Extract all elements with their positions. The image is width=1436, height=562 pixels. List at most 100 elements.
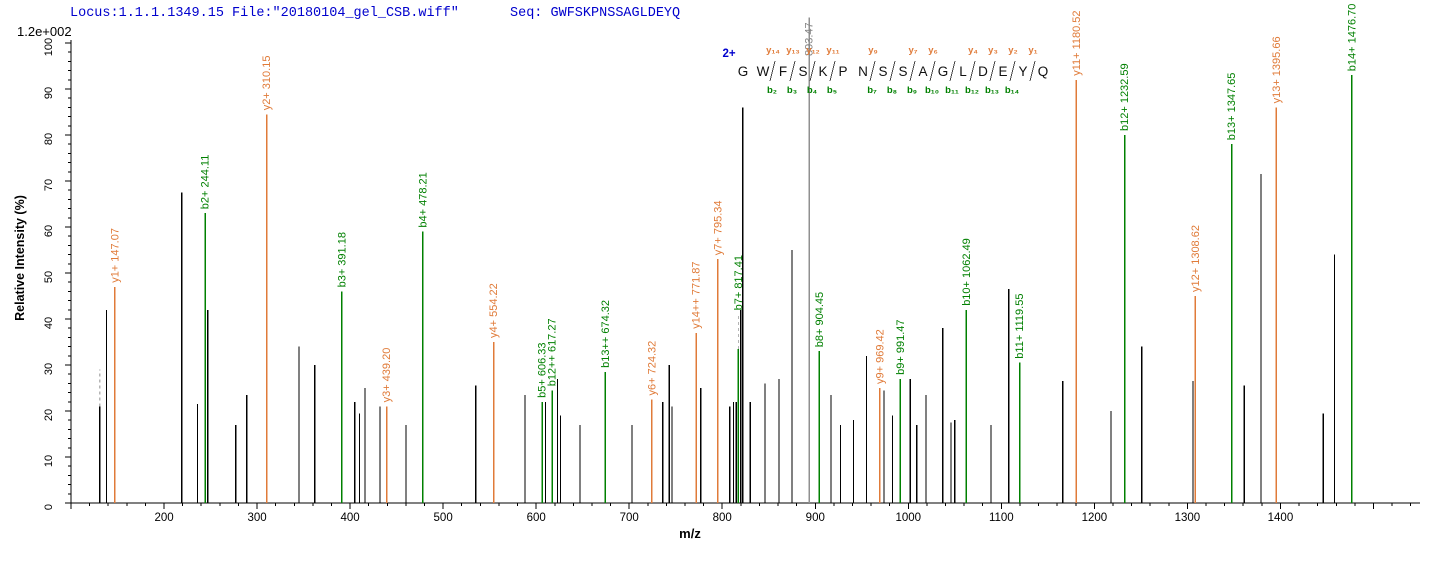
peptide-residue: S bbox=[878, 64, 887, 79]
peptide-residue: S bbox=[798, 64, 807, 79]
b-ion-label: b₅ bbox=[827, 85, 837, 96]
fragment-divider bbox=[789, 60, 796, 82]
peptide-residue: K bbox=[818, 64, 827, 79]
peptide-residue: G bbox=[938, 64, 949, 79]
peak-label: b14+ 1476.70 bbox=[1346, 4, 1358, 72]
fragment-divider bbox=[889, 60, 896, 82]
peak-label: b3+ 391.18 bbox=[336, 232, 348, 287]
y-tick-label: 50 bbox=[43, 271, 55, 283]
peak-label: y7+ 795.34 bbox=[712, 200, 724, 255]
y-tick-label: 90 bbox=[43, 87, 55, 99]
peak-label: b11+ 1119.55 bbox=[1014, 294, 1026, 359]
peak-label: y12+ 1308.62 bbox=[1190, 225, 1202, 292]
peptide-residue: E bbox=[998, 64, 1007, 79]
peak-label: y13+ 1395.66 bbox=[1271, 36, 1283, 103]
peak-label: y3+ 439.20 bbox=[381, 348, 393, 403]
peak-label: b13++ 674.32 bbox=[600, 300, 612, 368]
x-tick-label: 700 bbox=[620, 512, 639, 524]
b-ion-label: b₁₃ bbox=[985, 85, 999, 96]
fragment-divider bbox=[1009, 60, 1016, 82]
peptide-residue: P bbox=[838, 64, 847, 79]
b-ion-label: b₁₂ bbox=[965, 85, 979, 96]
peptide-residue: L bbox=[959, 64, 967, 79]
x-tick-label: 1200 bbox=[1082, 512, 1108, 524]
x-tick-label: 1100 bbox=[989, 512, 1014, 524]
y-ion-label: y₁₄ bbox=[766, 45, 780, 56]
precursor-label: 893.47 bbox=[804, 22, 816, 56]
y-tick-label: 80 bbox=[43, 133, 55, 145]
peak-label: y9+ 969.42 bbox=[874, 329, 886, 384]
peptide-residue: Y bbox=[1018, 64, 1027, 79]
max-intensity-label: 1.2e+002 bbox=[17, 24, 72, 39]
fragment-divider bbox=[969, 60, 976, 82]
x-tick-label: 500 bbox=[434, 512, 453, 524]
peak-label: y1+ 147.07 bbox=[109, 228, 121, 283]
fragment-divider bbox=[949, 60, 956, 82]
x-tick-label: 300 bbox=[247, 512, 266, 524]
x-tick-label: 400 bbox=[341, 512, 360, 524]
y-tick-label: 20 bbox=[43, 409, 55, 421]
x-tick-label: 1300 bbox=[1175, 512, 1201, 524]
y-ion-label: y₆ bbox=[928, 45, 938, 56]
peak-label: y11+ 1180.52 bbox=[1071, 10, 1083, 75]
fragment-divider bbox=[909, 60, 916, 82]
y-tick-label: 70 bbox=[43, 179, 55, 191]
peak-label: b9+ 991.47 bbox=[895, 319, 907, 374]
peak-label: b12++ 617.27 bbox=[547, 318, 559, 386]
b-ion-label: b₇ bbox=[867, 85, 877, 96]
peak-label: b5+ 606.33 bbox=[537, 342, 549, 397]
peak-label: b2+ 244.11 bbox=[200, 155, 212, 210]
b-ion-label: b₁₀ bbox=[925, 85, 939, 96]
y-axis-title: Relative Intensity (%) bbox=[13, 195, 27, 321]
y-ion-label: y₁₂ bbox=[806, 45, 819, 56]
y-ion-label: y₇ bbox=[908, 45, 917, 56]
b-ion-label: b₉ bbox=[907, 85, 917, 96]
x-tick-label: 800 bbox=[713, 512, 732, 524]
fragment-divider bbox=[829, 60, 836, 82]
peptide-residue: F bbox=[779, 64, 787, 79]
peptide-residue: N bbox=[858, 64, 868, 79]
peak-label: y14++ 771.87 bbox=[691, 262, 703, 329]
y-tick-label: 40 bbox=[43, 317, 55, 329]
peptide-residue: Q bbox=[1038, 64, 1049, 79]
y-ion-label: y₃ bbox=[988, 45, 998, 56]
y-ion-label: y₁₃ bbox=[786, 45, 800, 56]
header: Locus:1.1.1.1349.15 File:"20180104_gel_C… bbox=[0, 6, 1436, 26]
y-ion-label: y₂ bbox=[1008, 45, 1018, 56]
fragment-divider bbox=[929, 60, 936, 82]
peak-label: y2+ 310.15 bbox=[261, 56, 273, 111]
x-tick-label: 1000 bbox=[896, 512, 922, 524]
peak-label: y6+ 724.32 bbox=[646, 341, 658, 396]
b-ion-label: b₁₄ bbox=[1005, 85, 1020, 96]
y-tick-label: 100 bbox=[43, 38, 55, 56]
b-ion-label: b₈ bbox=[887, 85, 897, 96]
fragment-divider bbox=[1029, 60, 1036, 82]
peptide-residue: D bbox=[978, 64, 988, 79]
peak-label: b12+ 1232.59 bbox=[1119, 63, 1131, 131]
y-ion-label: y₁ bbox=[1028, 45, 1037, 56]
fragment-divider bbox=[809, 60, 816, 82]
sequence-label: Seq: GWFSKPNSSAGLDEYQ bbox=[510, 6, 681, 21]
charge-state-label: 2+ bbox=[722, 48, 735, 60]
peptide-residue: G bbox=[738, 64, 749, 79]
y-ion-label: y₄ bbox=[968, 45, 978, 56]
b-ion-label: b₁₁ bbox=[945, 85, 959, 96]
y-ion-label: y₁₁ bbox=[826, 45, 839, 56]
x-tick-label: 1400 bbox=[1268, 512, 1294, 524]
fragment-divider bbox=[769, 60, 776, 82]
x-tick-label: 200 bbox=[154, 512, 173, 524]
peak-label: b8+ 904.45 bbox=[814, 292, 826, 347]
peak-label: b10+ 1062.49 bbox=[961, 238, 973, 306]
fragment-divider bbox=[869, 60, 876, 82]
x-tick-label: 900 bbox=[806, 512, 825, 524]
b-ion-label: b₃ bbox=[787, 85, 797, 96]
b-ion-label: b₂ bbox=[767, 85, 777, 96]
b-ion-label: b₄ bbox=[807, 85, 818, 96]
peak-label: b13+ 1347.65 bbox=[1226, 73, 1238, 141]
y-tick-label: 30 bbox=[43, 363, 55, 375]
peak-label: b4+ 478.21 bbox=[417, 172, 429, 227]
peptide-residue: A bbox=[918, 64, 927, 79]
y-tick-label: 0 bbox=[43, 504, 55, 510]
